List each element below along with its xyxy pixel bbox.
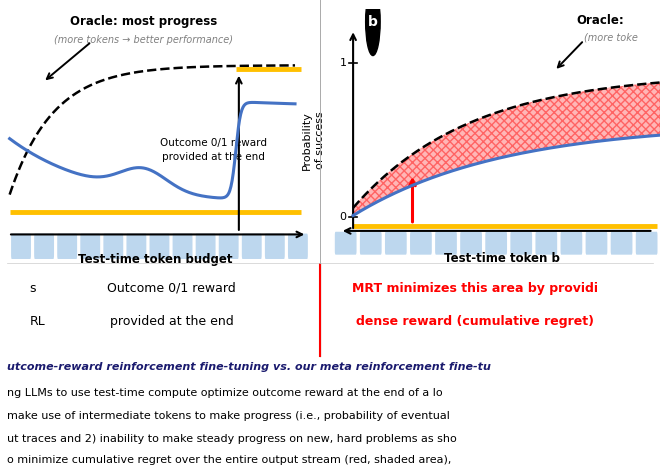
- Text: o minimize cumulative regret over the entire output stream (red, shaded area),: o minimize cumulative regret over the en…: [7, 454, 451, 465]
- FancyBboxPatch shape: [359, 231, 383, 256]
- Text: 1: 1: [339, 58, 346, 68]
- FancyBboxPatch shape: [334, 231, 358, 256]
- Text: Test-time token b: Test-time token b: [444, 252, 560, 265]
- FancyBboxPatch shape: [11, 233, 32, 260]
- FancyBboxPatch shape: [218, 233, 240, 260]
- Text: Outcome 0/1 reward: Outcome 0/1 reward: [107, 282, 236, 295]
- Text: Test-time token budget: Test-time token budget: [78, 253, 232, 266]
- FancyBboxPatch shape: [33, 233, 55, 260]
- FancyBboxPatch shape: [79, 233, 101, 260]
- Text: make use of intermediate tokens to make progress (i.e., probability of eventual: make use of intermediate tokens to make …: [7, 411, 449, 421]
- Text: Oracle: most progress: Oracle: most progress: [69, 15, 217, 28]
- FancyBboxPatch shape: [56, 233, 78, 260]
- Text: MRT minimizes this area by providi: MRT minimizes this area by providi: [352, 282, 598, 295]
- Text: Oracle:: Oracle:: [577, 14, 624, 27]
- FancyBboxPatch shape: [434, 231, 458, 256]
- FancyBboxPatch shape: [125, 233, 147, 260]
- FancyBboxPatch shape: [384, 231, 407, 256]
- FancyBboxPatch shape: [610, 231, 634, 256]
- Text: (more tokens → better performance): (more tokens → better performance): [53, 35, 233, 45]
- Text: utcome-reward reinforcement fine-tuning vs. our meta reinforcement fine-tu: utcome-reward reinforcement fine-tuning …: [7, 361, 490, 372]
- Text: dense reward (cumulative regret): dense reward (cumulative regret): [356, 314, 594, 328]
- Text: b: b: [368, 15, 378, 29]
- FancyBboxPatch shape: [510, 231, 533, 256]
- FancyBboxPatch shape: [195, 233, 216, 260]
- FancyBboxPatch shape: [172, 233, 193, 260]
- FancyBboxPatch shape: [535, 231, 558, 256]
- FancyBboxPatch shape: [409, 231, 433, 256]
- Text: (more toke: (more toke: [583, 32, 638, 42]
- Text: Probability
of success: Probability of success: [302, 111, 325, 170]
- FancyBboxPatch shape: [264, 233, 286, 260]
- FancyBboxPatch shape: [102, 233, 124, 260]
- FancyBboxPatch shape: [459, 231, 482, 256]
- FancyBboxPatch shape: [560, 231, 583, 256]
- Text: ut traces and 2) inability to make steady progress on new, hard problems as sho: ut traces and 2) inability to make stead…: [7, 434, 456, 444]
- Text: s: s: [30, 282, 36, 295]
- Circle shape: [366, 0, 380, 55]
- FancyBboxPatch shape: [287, 233, 309, 260]
- Text: Outcome 0/1 reward
provided at the end: Outcome 0/1 reward provided at the end: [160, 138, 267, 162]
- FancyBboxPatch shape: [148, 233, 170, 260]
- FancyBboxPatch shape: [241, 233, 263, 260]
- FancyBboxPatch shape: [585, 231, 609, 256]
- FancyBboxPatch shape: [635, 231, 659, 256]
- Text: provided at the end: provided at the end: [110, 314, 234, 328]
- Text: 0: 0: [339, 212, 346, 222]
- Text: ng LLMs to use test-time compute optimize outcome reward at the end of a lo: ng LLMs to use test-time compute optimiz…: [7, 389, 442, 399]
- FancyBboxPatch shape: [484, 231, 508, 256]
- Text: RL: RL: [30, 314, 46, 328]
